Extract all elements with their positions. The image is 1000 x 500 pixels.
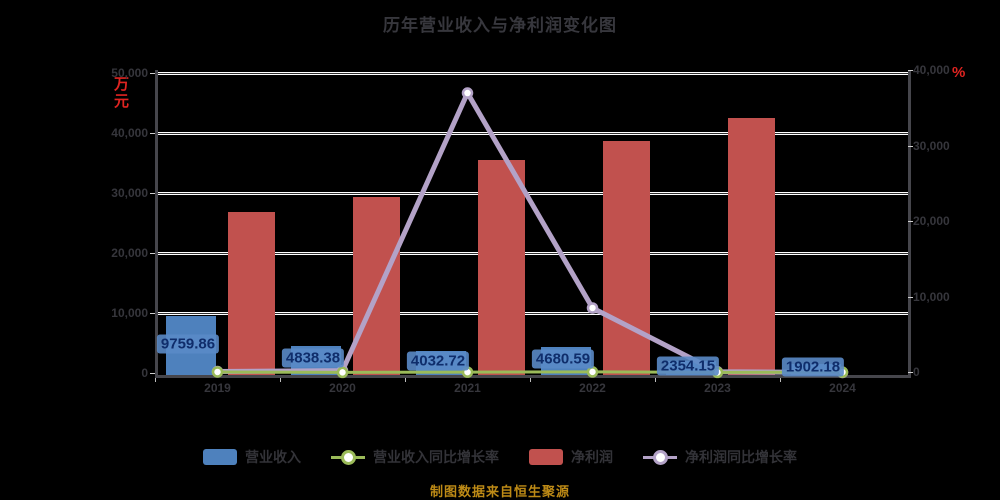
legend-ring-icon [341, 450, 356, 465]
left-axis-tick-label: 50,000 [111, 66, 148, 80]
legend-line-marker [331, 449, 365, 465]
legend-item-bar[interactable]: 营业收入 [203, 447, 301, 467]
chart-title: 历年营业收入与净利润变化图 [383, 16, 617, 35]
x-axis-tick-mark [405, 378, 406, 382]
legend-item-line[interactable]: 营业收入同比增长率 [331, 447, 499, 467]
legend-bar-swatch [203, 449, 237, 465]
left-axis-tick-mark [150, 373, 155, 374]
profit-growth-marker [586, 302, 599, 314]
right-axis-tick-label: 40,000 [913, 63, 950, 77]
x-axis-tick-mark [780, 378, 781, 382]
left-axis-tick-mark [150, 253, 155, 254]
revenue-value-label: 2354.15 [656, 356, 720, 376]
legend-line-marker [643, 449, 677, 465]
legend-label: 净利润 [571, 449, 613, 465]
x-axis-tick-mark [530, 378, 531, 382]
right-axis-tick-mark [908, 70, 913, 71]
left-axis-tick-label: 10,000 [111, 306, 148, 320]
legend-label: 营业收入 [245, 449, 301, 465]
x-axis-tick-mark [155, 378, 156, 382]
grid-line [158, 192, 908, 195]
right-axis-unit: % [952, 64, 966, 81]
x-axis-label: 2020 [329, 381, 356, 395]
right-axis-tick-mark [908, 296, 913, 298]
revenue-growth-marker [586, 366, 599, 378]
left-axis-tick-mark [150, 133, 155, 134]
left-axis-tick-label: 40,000 [111, 126, 148, 140]
left-axis-tick-mark [150, 73, 155, 74]
x-axis-tick-mark [280, 378, 281, 382]
growth-lines-layer [211, 87, 849, 379]
left-axis-unit: 万元 [112, 76, 129, 110]
profit-bar [478, 160, 525, 375]
left-axis-tick-label: 0 [141, 366, 148, 380]
right-axis-tick-label: 30,000 [913, 138, 950, 153]
revenue-value-label: 4032.72 [406, 351, 470, 371]
revenue-growth-marker [211, 366, 224, 378]
right-axis-tick-mark [908, 372, 913, 373]
left-axis-tick-mark [150, 313, 155, 314]
legend-bar-swatch [529, 449, 563, 465]
legend-label: 营业收入同比增长率 [373, 449, 499, 465]
revenue-value-label: 1902.18 [781, 357, 845, 377]
profit-bar [353, 196, 400, 375]
revenue-growth-line [217, 370, 843, 374]
legend-ring-icon [653, 450, 668, 465]
data-source-caption: 制图数据来自恒生聚源 [429, 484, 570, 499]
x-axis-label: 2022 [579, 381, 606, 395]
grid-line [158, 72, 908, 75]
x-axis-label: 2021 [454, 381, 481, 395]
right-axis-tick-mark [908, 221, 913, 222]
revenue-value-label: 9759.86 [156, 334, 220, 354]
right-axis-tick-label: 0 [913, 365, 920, 379]
legend-item-line[interactable]: 净利润同比增长率 [643, 447, 797, 467]
grid-line [158, 312, 908, 315]
right-axis-tick-label: 20,000 [913, 214, 950, 228]
profit-growth-line [217, 90, 843, 375]
left-axis-tick-label: 30,000 [111, 186, 148, 200]
revenue-value-label: 4680.59 [531, 349, 595, 369]
profit-bar [228, 212, 275, 375]
revenue-growth-marker [336, 366, 349, 379]
legend: 营业收入 营业收入同比增长率 净利润 净利润同比增长率 [0, 447, 1000, 467]
x-axis-tick-mark [655, 378, 656, 382]
right-axis-tick-label: 10,000 [913, 289, 950, 304]
right-axis-tick-mark [908, 145, 913, 147]
profit-bar [728, 118, 775, 375]
grid-line [158, 132, 908, 135]
legend-item-bar[interactable]: 净利润 [529, 447, 613, 467]
left-axis-tick-label: 20,000 [111, 246, 148, 260]
legend-label: 净利润同比增长率 [685, 449, 797, 465]
x-axis-label: 2019 [204, 381, 231, 395]
left-axis-tick-mark [150, 193, 155, 194]
profit-growth-marker [461, 87, 474, 99]
x-axis-label: 2023 [704, 381, 731, 395]
x-axis-label: 2024 [829, 381, 856, 395]
grid-line [158, 252, 908, 255]
revenue-value-label: 4838.38 [281, 348, 345, 368]
